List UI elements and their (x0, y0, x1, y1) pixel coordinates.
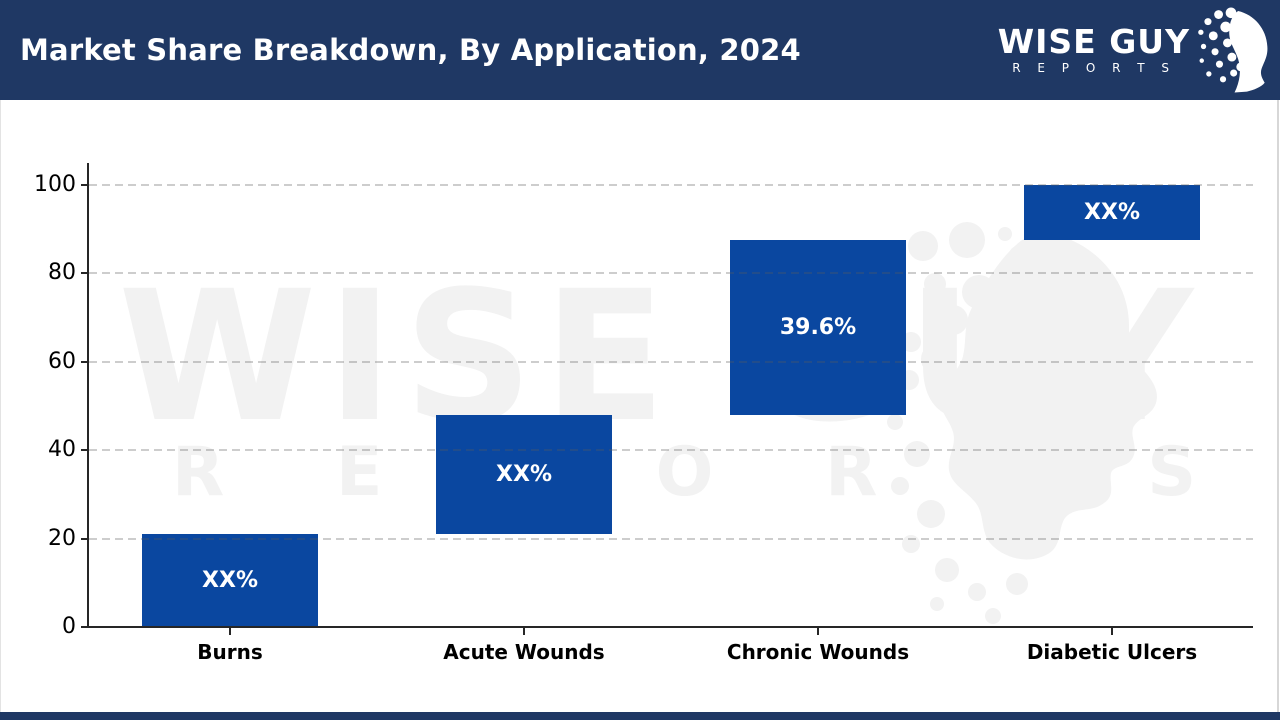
x-tick-mark (229, 627, 231, 635)
logo-text: WISE GUY R E P O R T S (997, 21, 1190, 76)
bar-chronic-wounds: 39.6% (730, 239, 906, 415)
gridline-40 (89, 449, 1253, 452)
x-axis-line (86, 626, 1253, 628)
bar-value-label: XX% (202, 568, 258, 594)
bar-value-label: XX% (496, 461, 552, 487)
y-tick-label: 20 (48, 525, 76, 551)
y-tick-mark (81, 537, 89, 540)
x-tick-mark (1111, 627, 1113, 635)
y-axis-line (87, 163, 89, 628)
header-bar: Market Share Breakdown, By Application, … (0, 0, 1280, 100)
y-tick-label: 80 (48, 260, 76, 286)
bar-diabetic-ulcers: XX% (1024, 185, 1200, 240)
x-category-label: Diabetic Ulcers (1026, 640, 1198, 664)
x-category-label: Burns (197, 640, 263, 664)
logo-wordmark: WISE GUY (997, 21, 1190, 61)
y-tick-label: 60 (48, 348, 76, 374)
x-category-label: Chronic Wounds (726, 640, 910, 664)
bar-burns: XX% (142, 534, 318, 627)
gridline-20 (89, 537, 1253, 540)
bar-value-label: XX% (1084, 199, 1140, 225)
right-edge-line (1277, 100, 1279, 712)
y-tick-mark (81, 360, 89, 363)
page-title: Market Share Breakdown, By Application, … (20, 33, 801, 67)
logo-subtitle: R E P O R T S (1012, 61, 1176, 76)
y-tick-mark (81, 449, 89, 452)
wise-guy-logo: WISE GUY R E P O R T S (998, 4, 1270, 96)
gridline-80 (89, 272, 1253, 275)
x-tick-mark (523, 627, 525, 635)
logo-head-icon (1198, 7, 1268, 93)
left-edge-line (0, 100, 1, 712)
watermark-head-icon (887, 222, 1157, 624)
y-tick-mark (81, 272, 89, 275)
y-tick-label: 100 (34, 172, 76, 197)
y-tick-label: 0 (62, 614, 76, 639)
bar-value-label: 39.6% (779, 314, 857, 340)
gridline-100 (89, 184, 1253, 186)
x-tick-mark (817, 627, 819, 635)
footer-bar (0, 712, 1280, 720)
x-category-label: Acute Wounds (443, 640, 605, 664)
y-tick-mark (81, 626, 89, 628)
bar-acute-wounds: XX% (436, 414, 612, 535)
y-tick-label: 40 (48, 437, 76, 463)
y-tick-mark (81, 184, 89, 186)
gridline-60 (89, 360, 1253, 363)
